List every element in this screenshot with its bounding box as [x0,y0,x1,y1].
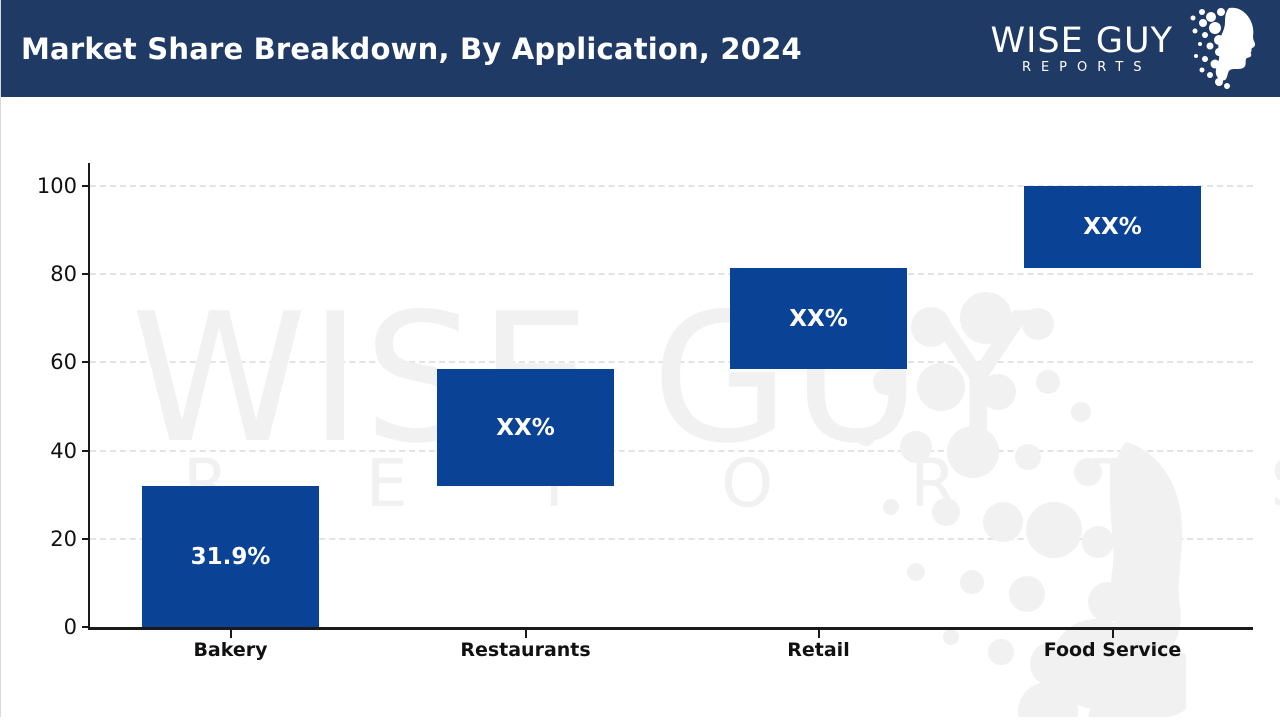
x-tick [1111,630,1114,638]
bar-value-label: XX% [1083,213,1142,240]
bar-bakery: 31.9% [142,486,319,627]
chart-area: WISE GUY R E P O R T S [1,97,1280,717]
gridline [90,273,1253,276]
y-tick [82,185,90,187]
wiseguy-logo: WISE GUY REPORTS [990,4,1257,94]
y-tick [82,361,90,364]
y-tick [82,449,90,452]
bar-restaurants: XX% [437,369,614,487]
y-tick-label: 20 [50,526,77,551]
y-axis-line [88,163,90,630]
header-bar: Market Share Breakdown, By Application, … [1,0,1280,97]
bar-retail: XX% [730,267,907,370]
category-label: Bakery [193,639,268,661]
chart-title: Market Share Breakdown, By Application, … [21,31,802,66]
y-tick-label: 80 [50,262,77,287]
category-label: Retail [787,639,850,661]
watermark-subtitle: R E P O R T S [183,445,1280,522]
bar-food-service: XX% [1024,186,1201,268]
y-tick-label: 100 [36,174,77,198]
logo-text: WISE GUY REPORTS [990,23,1173,74]
y-tick [82,626,90,628]
bar-value-label: XX% [789,305,848,332]
gridline [90,185,1253,187]
gridline [90,449,1253,452]
y-tick-label: 0 [63,615,77,639]
y-tick [82,537,90,540]
x-tick [524,630,527,638]
logo-head-icon [1175,4,1257,94]
gridline [90,537,1253,540]
y-tick-label: 60 [50,350,77,375]
x-axis-line [90,627,1253,630]
bar-value-label: 31.9% [190,543,271,570]
y-tick [82,273,90,276]
category-label: Food Service [1043,639,1182,661]
gridline [90,361,1253,364]
x-tick [229,630,232,638]
logo-wordmark: WISE GUY [990,21,1173,62]
logo-subtitle: REPORTS [1021,59,1152,75]
bar-value-label: XX% [496,414,555,441]
y-tick-label: 40 [50,438,77,463]
category-label: Restaurants [460,639,591,661]
x-tick [817,630,820,638]
